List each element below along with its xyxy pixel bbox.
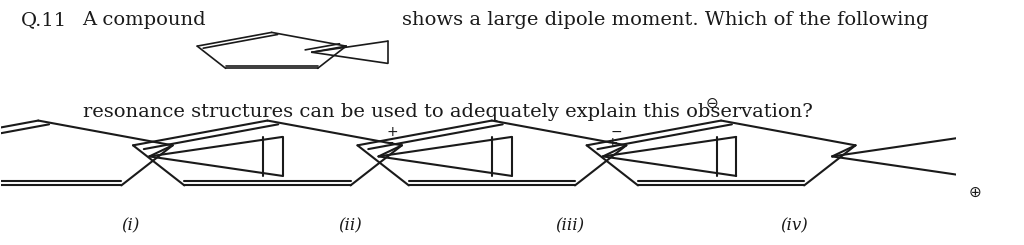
Text: +: + — [606, 136, 618, 150]
Text: Q.11: Q.11 — [20, 11, 67, 29]
Text: shows a large dipole moment. Which of the following: shows a large dipole moment. Which of th… — [402, 11, 929, 29]
Text: (iv): (iv) — [780, 217, 808, 234]
Text: ⊕: ⊕ — [969, 185, 981, 200]
Text: (i): (i) — [121, 217, 139, 234]
Text: (ii): (ii) — [338, 217, 361, 234]
Text: (iii): (iii) — [555, 217, 584, 234]
Text: A compound: A compound — [83, 11, 206, 29]
Text: −: − — [382, 136, 394, 150]
Text: +: + — [386, 125, 398, 139]
Text: resonance structures can be used to adequately explain this observation?: resonance structures can be used to adeq… — [83, 103, 812, 121]
Text: −: − — [611, 125, 623, 139]
Text: ⊖: ⊖ — [706, 96, 718, 111]
